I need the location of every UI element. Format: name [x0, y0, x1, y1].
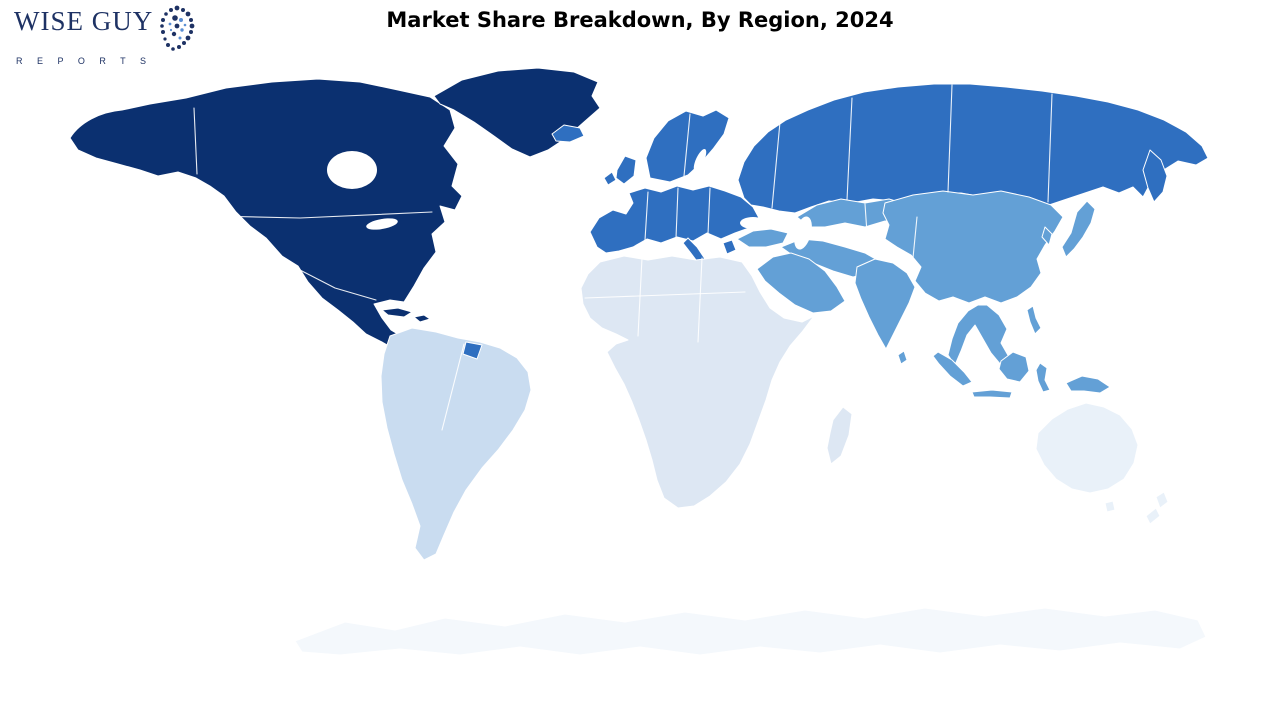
border-us-mexico: [299, 269, 377, 301]
shape-south-america: [380, 327, 532, 561]
border-scandinavia: [683, 113, 691, 177]
shape-china-mongolia: [882, 190, 1064, 304]
shape-russia: [737, 83, 1209, 214]
border-russia-1: [846, 97, 853, 201]
shape-na-mainland: [69, 78, 463, 351]
shape-cuba: [381, 307, 413, 318]
logo-head-icon: [160, 5, 195, 51]
shape-india: [854, 258, 916, 350]
shape-arabia: [756, 252, 846, 314]
border-russia-3: [1047, 93, 1053, 203]
border-us-canada: [213, 211, 433, 219]
logo-wordmark: WISE GUY: [14, 6, 154, 36]
shape-iceland: [551, 124, 585, 143]
region-antarctica: [294, 607, 1207, 656]
shape-philippines: [1026, 305, 1042, 335]
shape-madagascar: [826, 406, 853, 465]
shape-hispaniola: [413, 314, 431, 323]
shape-korea: [1041, 226, 1053, 246]
shape-greece: [722, 239, 737, 255]
caspian-sea: [794, 216, 812, 250]
country-borders: [193, 84, 1053, 431]
shape-antarctica: [294, 607, 1207, 656]
region-south-america: [380, 327, 532, 561]
shape-scandinavia: [645, 109, 730, 183]
region-oceania: [1035, 402, 1169, 525]
border-russia-2: [947, 84, 953, 193]
shape-greenland: [433, 67, 601, 158]
wise-guy-reports-logo: WISE GUY R E P O R T S: [14, 5, 201, 66]
shape-southeast-asia: [947, 304, 1010, 366]
shape-sulawesi: [1035, 362, 1051, 393]
border-europe-3: [707, 187, 711, 235]
region-europe-russia: [462, 83, 1209, 360]
shape-ireland: [603, 171, 617, 186]
border-sahara: [584, 291, 746, 299]
chart-title: Market Share Breakdown, By Region, 2024: [386, 8, 894, 32]
shape-borneo: [998, 351, 1030, 383]
shape-java: [971, 389, 1013, 399]
shape-japan: [1061, 200, 1096, 258]
logo-subtext: R E P O R T S: [16, 56, 153, 66]
shape-turkey: [736, 228, 789, 248]
shape-new-guinea: [1065, 375, 1111, 394]
region-north-america: [69, 67, 601, 351]
border-china-india: [912, 216, 918, 259]
shape-french-guiana: [462, 341, 483, 360]
shape-kamchatka: [1142, 149, 1168, 203]
shape-europe-mainland: [589, 185, 760, 254]
shape-australia: [1035, 402, 1139, 494]
border-brazil: [441, 343, 465, 431]
great-lakes: [366, 218, 398, 230]
lakes-and-inland-seas: [327, 148, 812, 250]
shape-sumatra: [932, 351, 973, 387]
shape-sri-lanka: [897, 350, 908, 365]
black-sea: [740, 217, 766, 229]
shape-great-britain: [615, 155, 637, 185]
shape-tasmania: [1104, 500, 1116, 513]
border-africa-2: [697, 257, 703, 343]
baltic-sea: [693, 148, 707, 172]
shape-nz-south-island: [1145, 507, 1161, 525]
region-asia: [736, 190, 1111, 399]
border-russia-ural: [771, 121, 781, 209]
shape-nz-north-island: [1155, 491, 1169, 509]
border-alaska-canada: [193, 107, 198, 175]
border-europe-1: [644, 191, 649, 241]
border-central-asia: [864, 203, 869, 249]
border-europe-2: [675, 187, 679, 239]
hudson-bay: [327, 151, 377, 189]
border-africa-1: [637, 257, 643, 337]
